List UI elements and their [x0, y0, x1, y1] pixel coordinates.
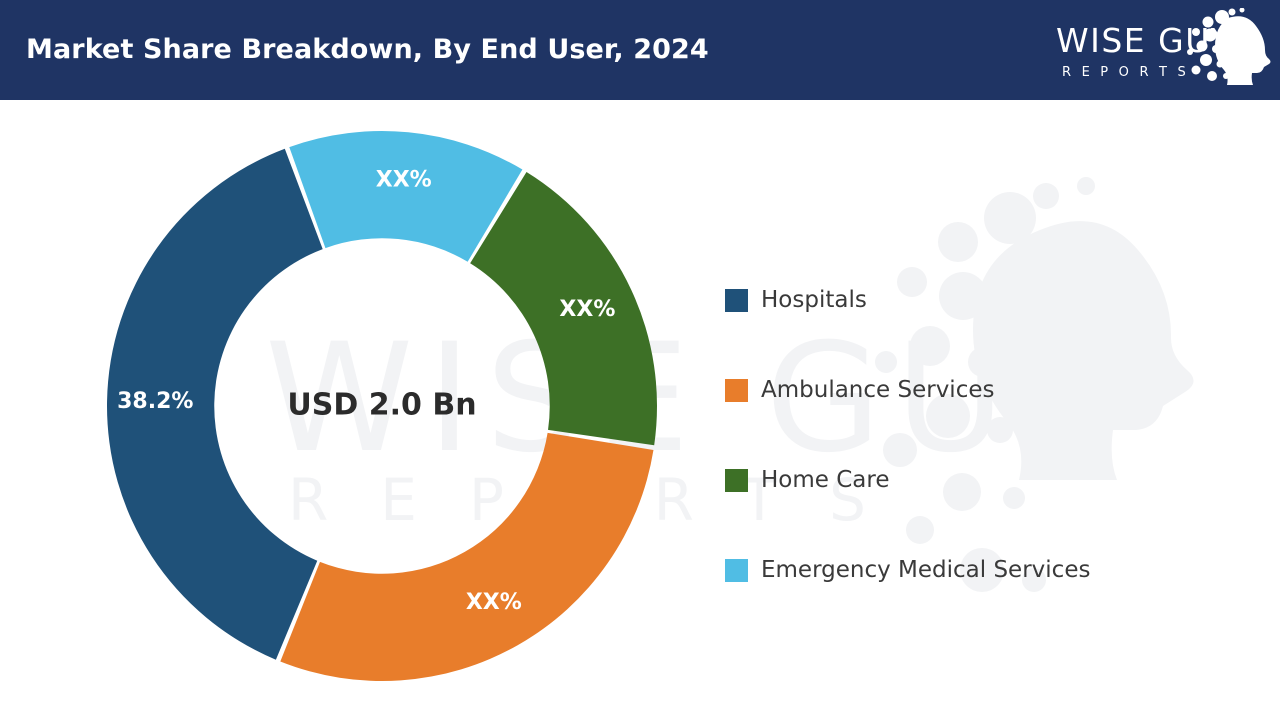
legend-label-emergency-medical-services: Emergency Medical Services	[761, 556, 1091, 583]
logo-wordmark-group: WISE GUY R E P O R T S	[1056, 21, 1233, 80]
donut-slice-hospitals[interactable]	[106, 148, 323, 660]
donut-center-value: USD 2.0 Bn	[287, 388, 476, 423]
svg-text:WISE GUY: WISE GUY	[1056, 21, 1233, 60]
svg-text:R E P O R T S: R E P O R T S	[1062, 65, 1189, 80]
donut-slice-label-ambulance-services: XX%	[466, 590, 522, 615]
page-title: Market Share Breakdown, By End User, 202…	[26, 34, 709, 65]
wise-guy-reports-logo: WISE GUY R E P O R T S	[1056, 8, 1272, 92]
donut-slice-label-home-care: XX%	[559, 297, 615, 322]
legend-swatch-emergency-medical-services	[725, 558, 748, 582]
legend-item-hospitals[interactable]: Hospitals	[725, 255, 1195, 345]
donut-slice-label-hospitals: 38.2%	[117, 389, 193, 414]
legend-label-hospitals: Hospitals	[761, 286, 867, 313]
donut-slices-group	[106, 131, 657, 682]
donut-slice-label-emergency-medical-services: XX%	[376, 167, 432, 192]
legend-swatch-home-care	[725, 468, 748, 492]
legend-swatch-hospitals	[725, 288, 748, 312]
legend-swatch-ambulance-services	[725, 378, 748, 402]
legend-item-home-care[interactable]: Home Care	[725, 435, 1195, 525]
legend-item-emergency-medical-services[interactable]: Emergency Medical Services	[725, 525, 1195, 615]
donut-slice-ambulance-services[interactable]	[280, 432, 654, 682]
legend-label-home-care: Home Care	[761, 466, 890, 493]
donut-chart: 38.2% XX% XX% XX% USD 2.0 Bn	[0, 100, 1280, 720]
donut-slice-home-care[interactable]	[470, 172, 657, 446]
legend-label-ambulance-services: Ambulance Services	[761, 376, 995, 403]
legend-item-ambulance-services[interactable]: Ambulance Services	[725, 345, 1195, 435]
donut-slice-emergency-medical-services[interactable]	[289, 131, 523, 262]
header-bar: Market Share Breakdown, By End User, 202…	[0, 0, 1280, 100]
donut-slice-labels-group: 38.2% XX% XX% XX%	[117, 167, 615, 615]
chart-legend: Hospitals Ambulance Services Home Care E…	[725, 255, 1195, 615]
head-profile-dots-icon	[1187, 8, 1271, 86]
